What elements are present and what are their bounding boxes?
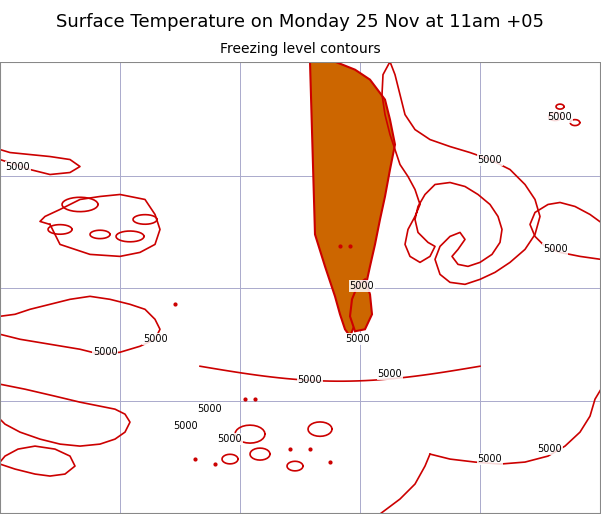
Text: 5000: 5000 — [350, 281, 374, 291]
Text: 5000: 5000 — [538, 444, 563, 454]
Text: 5000: 5000 — [377, 369, 402, 379]
Polygon shape — [350, 279, 372, 332]
Polygon shape — [310, 62, 395, 336]
Text: 5000: 5000 — [478, 155, 502, 164]
Text: Surface Temperature on Monday 25 Nov at 11am +05: Surface Temperature on Monday 25 Nov at … — [56, 12, 545, 31]
Text: 5000: 5000 — [198, 404, 222, 414]
Text: 5000: 5000 — [93, 347, 117, 357]
Text: 5000: 5000 — [478, 454, 502, 464]
Text: 5000: 5000 — [172, 421, 197, 431]
Text: 5000: 5000 — [346, 334, 370, 344]
Text: 5000: 5000 — [548, 112, 572, 122]
Text: 5000: 5000 — [218, 434, 242, 444]
Text: 5000: 5000 — [543, 244, 567, 254]
Text: 5000: 5000 — [142, 334, 167, 344]
Text: Freezing level contours: Freezing level contours — [220, 42, 381, 57]
Text: 5000: 5000 — [297, 375, 322, 385]
Text: 5000: 5000 — [5, 161, 30, 172]
